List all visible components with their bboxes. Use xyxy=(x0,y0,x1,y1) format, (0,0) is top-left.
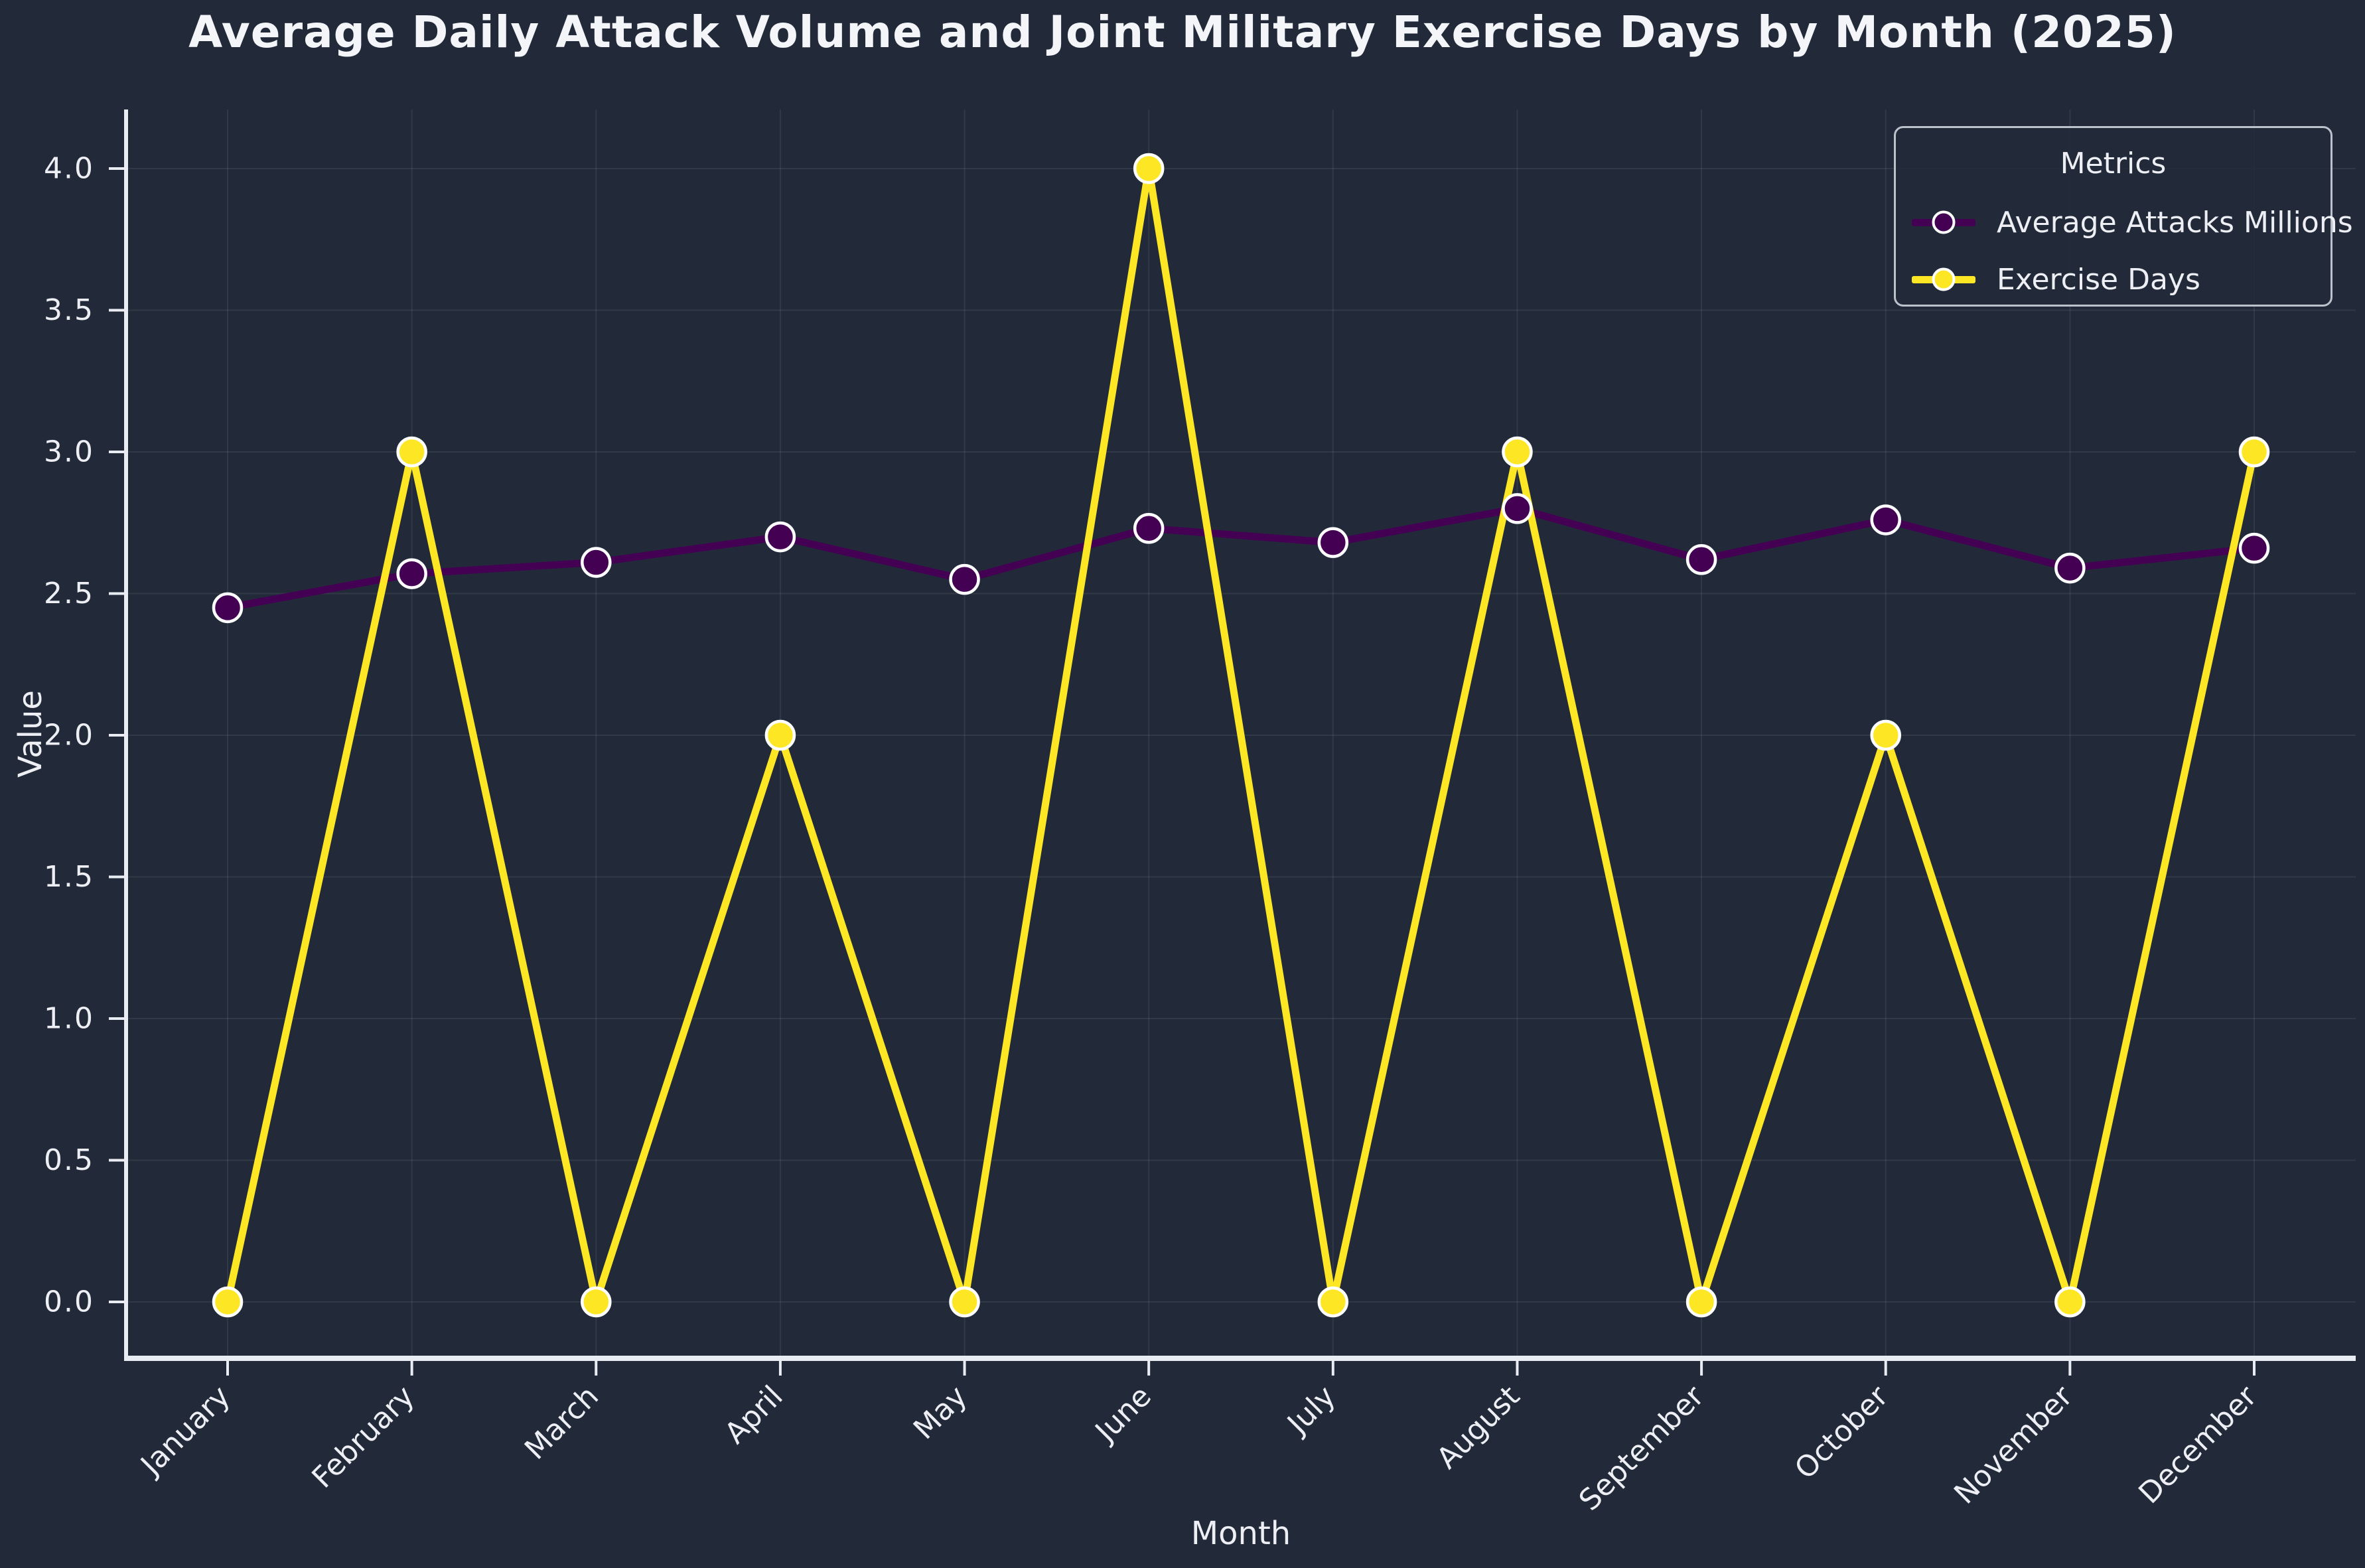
legend-line-sample xyxy=(1912,210,1975,234)
x-axis-label: Month xyxy=(1190,1515,1291,1552)
y-tick-label: 1.0 xyxy=(44,1002,94,1036)
x-tick-label-group: April xyxy=(719,1380,790,1451)
data-point-average-attacks-millions xyxy=(581,547,612,578)
data-point-exercise-days xyxy=(212,1286,244,1318)
x-tick-label-group: October xyxy=(1788,1379,1895,1486)
y-tick-label: 3.0 xyxy=(44,435,94,469)
x-tick-label: August xyxy=(1430,1380,1526,1476)
data-point-average-attacks-millions xyxy=(1317,527,1349,558)
x-tick-label-group: March xyxy=(518,1380,605,1466)
series-line-average-attacks-millions xyxy=(224,504,2258,612)
x-tick-label: September xyxy=(1573,1379,1711,1518)
data-point-average-attacks-millions xyxy=(1502,493,1533,524)
data-point-exercise-days xyxy=(1317,1286,1349,1318)
data-point-exercise-days xyxy=(764,719,796,751)
data-point-average-attacks-millions xyxy=(764,521,796,553)
x-tick-label: May xyxy=(907,1380,973,1446)
data-point-average-attacks-millions xyxy=(1685,544,1717,575)
x-tick-label: January xyxy=(133,1380,237,1483)
x-tick-label-group: January xyxy=(133,1380,237,1483)
legend-item-average-attacks-millions: Average Attacks Millions xyxy=(1896,194,2353,251)
data-point-exercise-days xyxy=(581,1286,612,1318)
legend-item-label: Exercise Days xyxy=(1997,262,2200,297)
data-point-average-attacks-millions xyxy=(949,563,980,595)
legend: Metrics Average Attacks Millions Exercise… xyxy=(1894,126,2353,308)
legend-item-label: Average Attacks Millions xyxy=(1997,205,2353,240)
y-tick-label: 4.0 xyxy=(44,152,94,186)
x-tick-label: April xyxy=(719,1380,790,1451)
y-axis-label: Value xyxy=(12,690,49,778)
x-tick-label: October xyxy=(1788,1379,1895,1486)
series-line-exercise-days xyxy=(224,165,2258,1306)
legend-title: Metrics xyxy=(2060,147,2167,180)
x-tick-label: June xyxy=(1088,1380,1158,1450)
data-point-exercise-days xyxy=(949,1286,980,1318)
y-tick-label: 0.0 xyxy=(44,1285,94,1319)
x-tick-label-group: May xyxy=(907,1380,973,1446)
chart-title: Average Daily Attack Volume and Joint Mi… xyxy=(188,7,2177,58)
data-point-average-attacks-millions xyxy=(1870,504,1901,535)
x-tick-label-group: February xyxy=(305,1380,421,1495)
y-tick-label: 0.5 xyxy=(44,1143,94,1177)
x-tick-label: November xyxy=(1948,1379,2080,1511)
x-tick-label-group: December xyxy=(2132,1379,2263,1510)
x-tick-label-group: September xyxy=(1573,1379,1711,1518)
y-tick-label: 3.5 xyxy=(44,293,94,327)
x-tick-label-group: July xyxy=(1279,1380,1342,1442)
data-point-average-attacks-millions xyxy=(396,558,427,589)
data-point-exercise-days xyxy=(1502,436,1533,468)
data-point-exercise-days xyxy=(396,436,427,468)
legend-item-exercise-days: Exercise Days xyxy=(1896,251,2330,308)
data-point-exercise-days xyxy=(2054,1286,2086,1318)
data-point-average-attacks-millions xyxy=(212,592,244,624)
data-point-exercise-days xyxy=(1870,719,1901,751)
legend-marker-icon xyxy=(1932,267,1956,291)
legend-items: Average Attacks Millions Exercise Days xyxy=(1896,194,2353,308)
x-tick-label-group: November xyxy=(1948,1379,2080,1511)
x-tick-label-group: June xyxy=(1088,1380,1158,1450)
y-tick-label: 2.5 xyxy=(44,577,94,610)
data-point-exercise-days xyxy=(1133,153,1165,184)
x-tick-label: February xyxy=(305,1380,421,1495)
data-point-average-attacks-millions xyxy=(1133,513,1165,544)
data-point-average-attacks-millions xyxy=(2054,552,2086,584)
legend-marker-icon xyxy=(1932,210,1956,234)
data-point-exercise-days xyxy=(2238,436,2270,468)
x-tick-label-group: August xyxy=(1430,1380,1526,1476)
legend-line-sample xyxy=(1912,267,1975,291)
y-tick-label: 1.5 xyxy=(44,860,94,894)
y-tick-label: 2.0 xyxy=(44,719,94,752)
x-tick-label: December xyxy=(2132,1379,2263,1510)
data-point-average-attacks-millions xyxy=(2238,532,2270,564)
x-tick-label: March xyxy=(518,1380,605,1466)
data-point-exercise-days xyxy=(1685,1286,1717,1318)
x-tick-label: July xyxy=(1279,1380,1342,1442)
